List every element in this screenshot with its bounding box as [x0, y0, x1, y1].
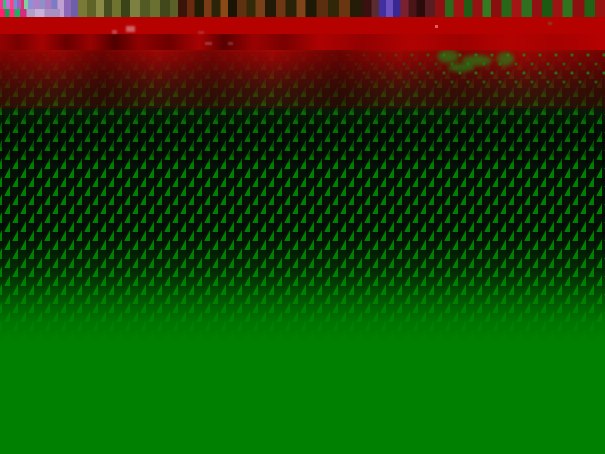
noise-segment-centre	[178, 0, 363, 17]
crimson-scanline-striping	[0, 34, 605, 50]
noise-segment-violet	[363, 0, 435, 17]
noise-segment-olive	[78, 0, 178, 17]
noise-strip	[0, 0, 605, 17]
noise-segment-left-lower	[0, 9, 60, 17]
glyph-lattice-blurred-overlay	[0, 52, 605, 162]
noise-segment-right	[435, 0, 605, 17]
